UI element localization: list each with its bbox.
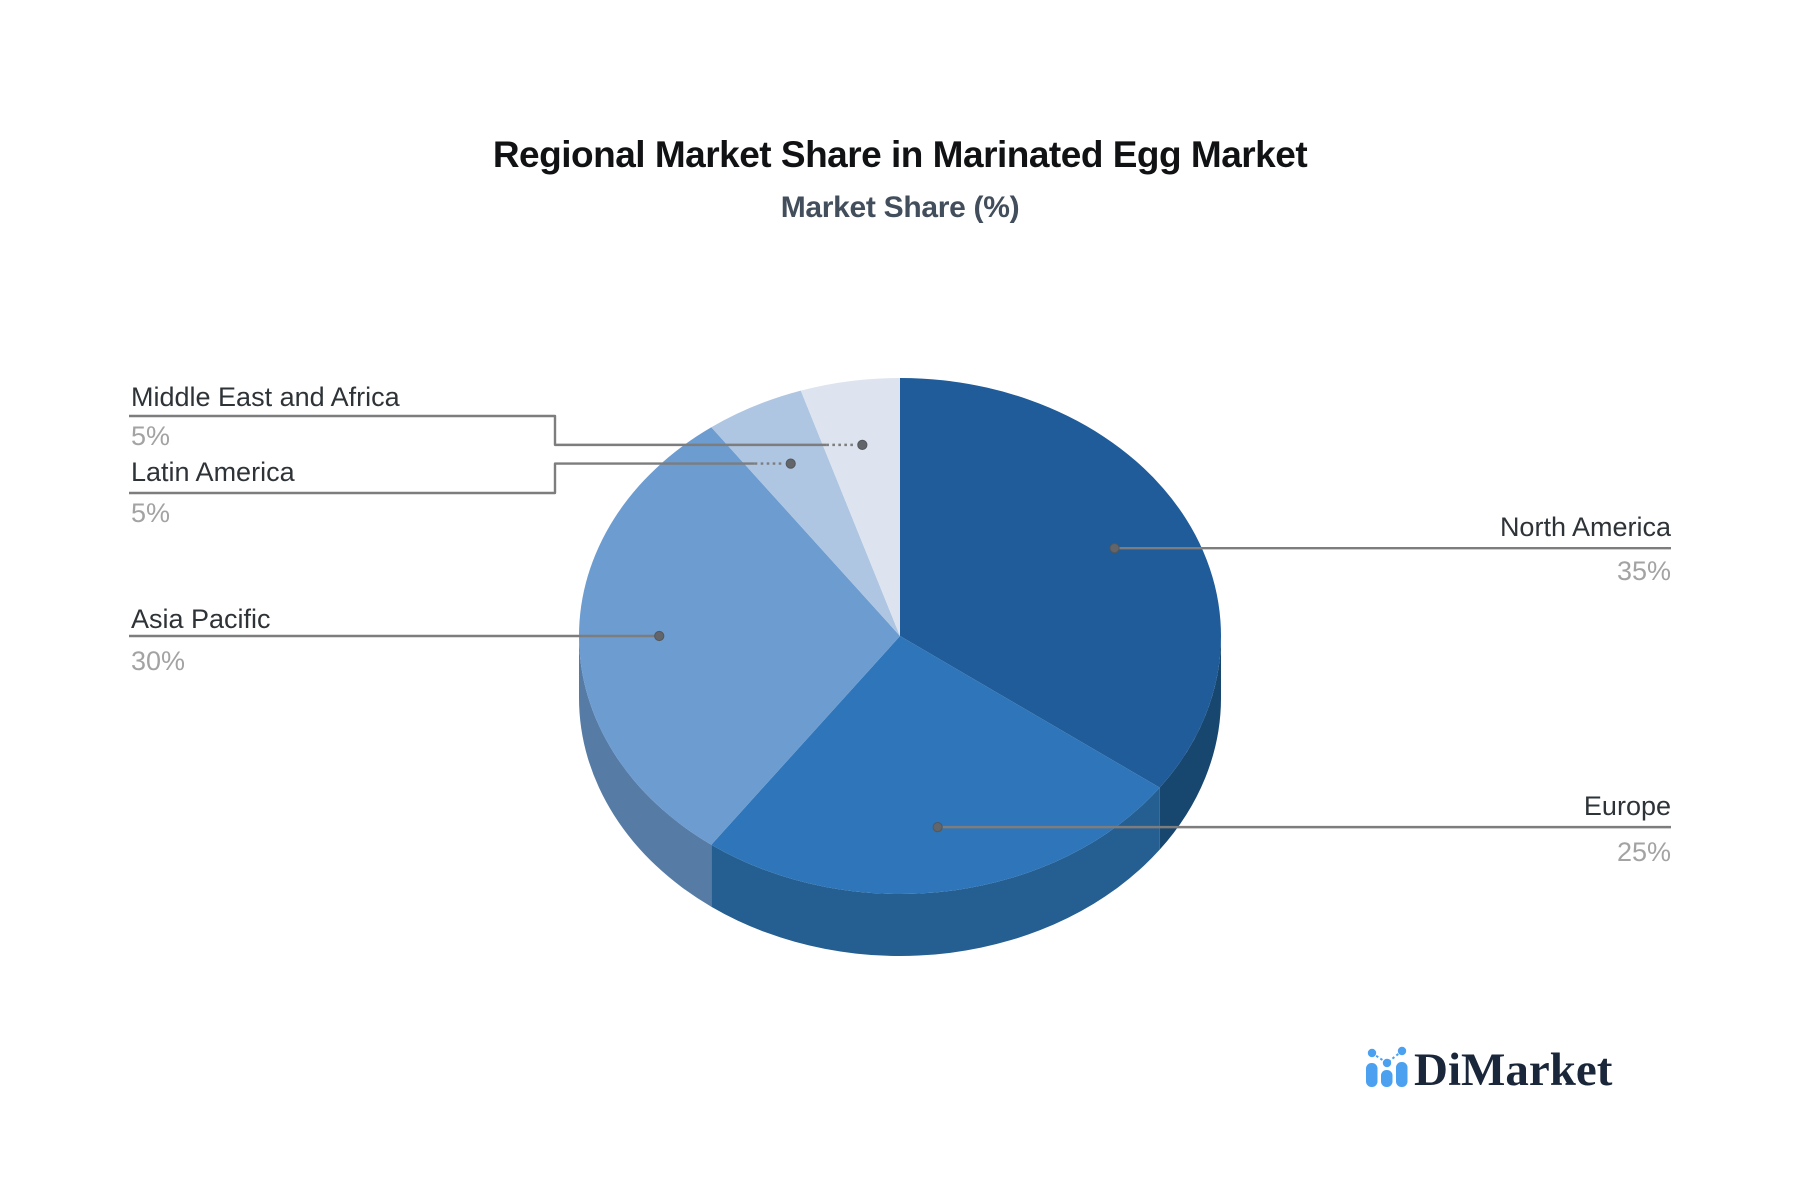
slice-label: Europe <box>1583 791 1671 821</box>
leader-dot-0 <box>1109 543 1120 554</box>
slice-label: Latin America <box>131 457 295 487</box>
slice-label: Middle East and Africa <box>131 382 400 412</box>
pie-slice-wall-0 <box>1159 636 1221 850</box>
pie-slice-3 <box>711 390 900 636</box>
bar-chart-icon <box>1366 1046 1408 1087</box>
brand-logo-text: DiMarket <box>1414 1044 1613 1096</box>
slice-percentage: 5% <box>131 421 171 451</box>
chart-title: Regional Market Share in Marinated Egg M… <box>492 134 1308 175</box>
slice-percentage: 25% <box>1616 837 1671 867</box>
pie-slice-2 <box>578 427 900 845</box>
pie-slice-1 <box>711 636 1160 895</box>
pie-slice-wall-2 <box>579 636 712 907</box>
slice-percentage: 35% <box>1616 556 1671 586</box>
brand-logo: DiMarket <box>1362 1040 1642 1100</box>
leader-line-3 <box>129 462 755 495</box>
leader-dot-1 <box>932 822 943 833</box>
slice-label: Asia Pacific <box>131 604 271 634</box>
pie-slice-4 <box>800 378 900 636</box>
slice-percentage: 5% <box>131 498 171 528</box>
leader-line-4 <box>129 414 827 447</box>
pie-slice-0 <box>900 378 1221 788</box>
leader-dot-4 <box>857 439 868 450</box>
chart-subtitle: Market Share (%) <box>780 191 1020 224</box>
leader-dot-3 <box>785 458 796 469</box>
leader-dot-2 <box>654 630 665 642</box>
pie-slice-wall-1 <box>711 787 1160 957</box>
slice-percentage: 30% <box>131 646 186 676</box>
slice-label: North America <box>1499 512 1671 542</box>
